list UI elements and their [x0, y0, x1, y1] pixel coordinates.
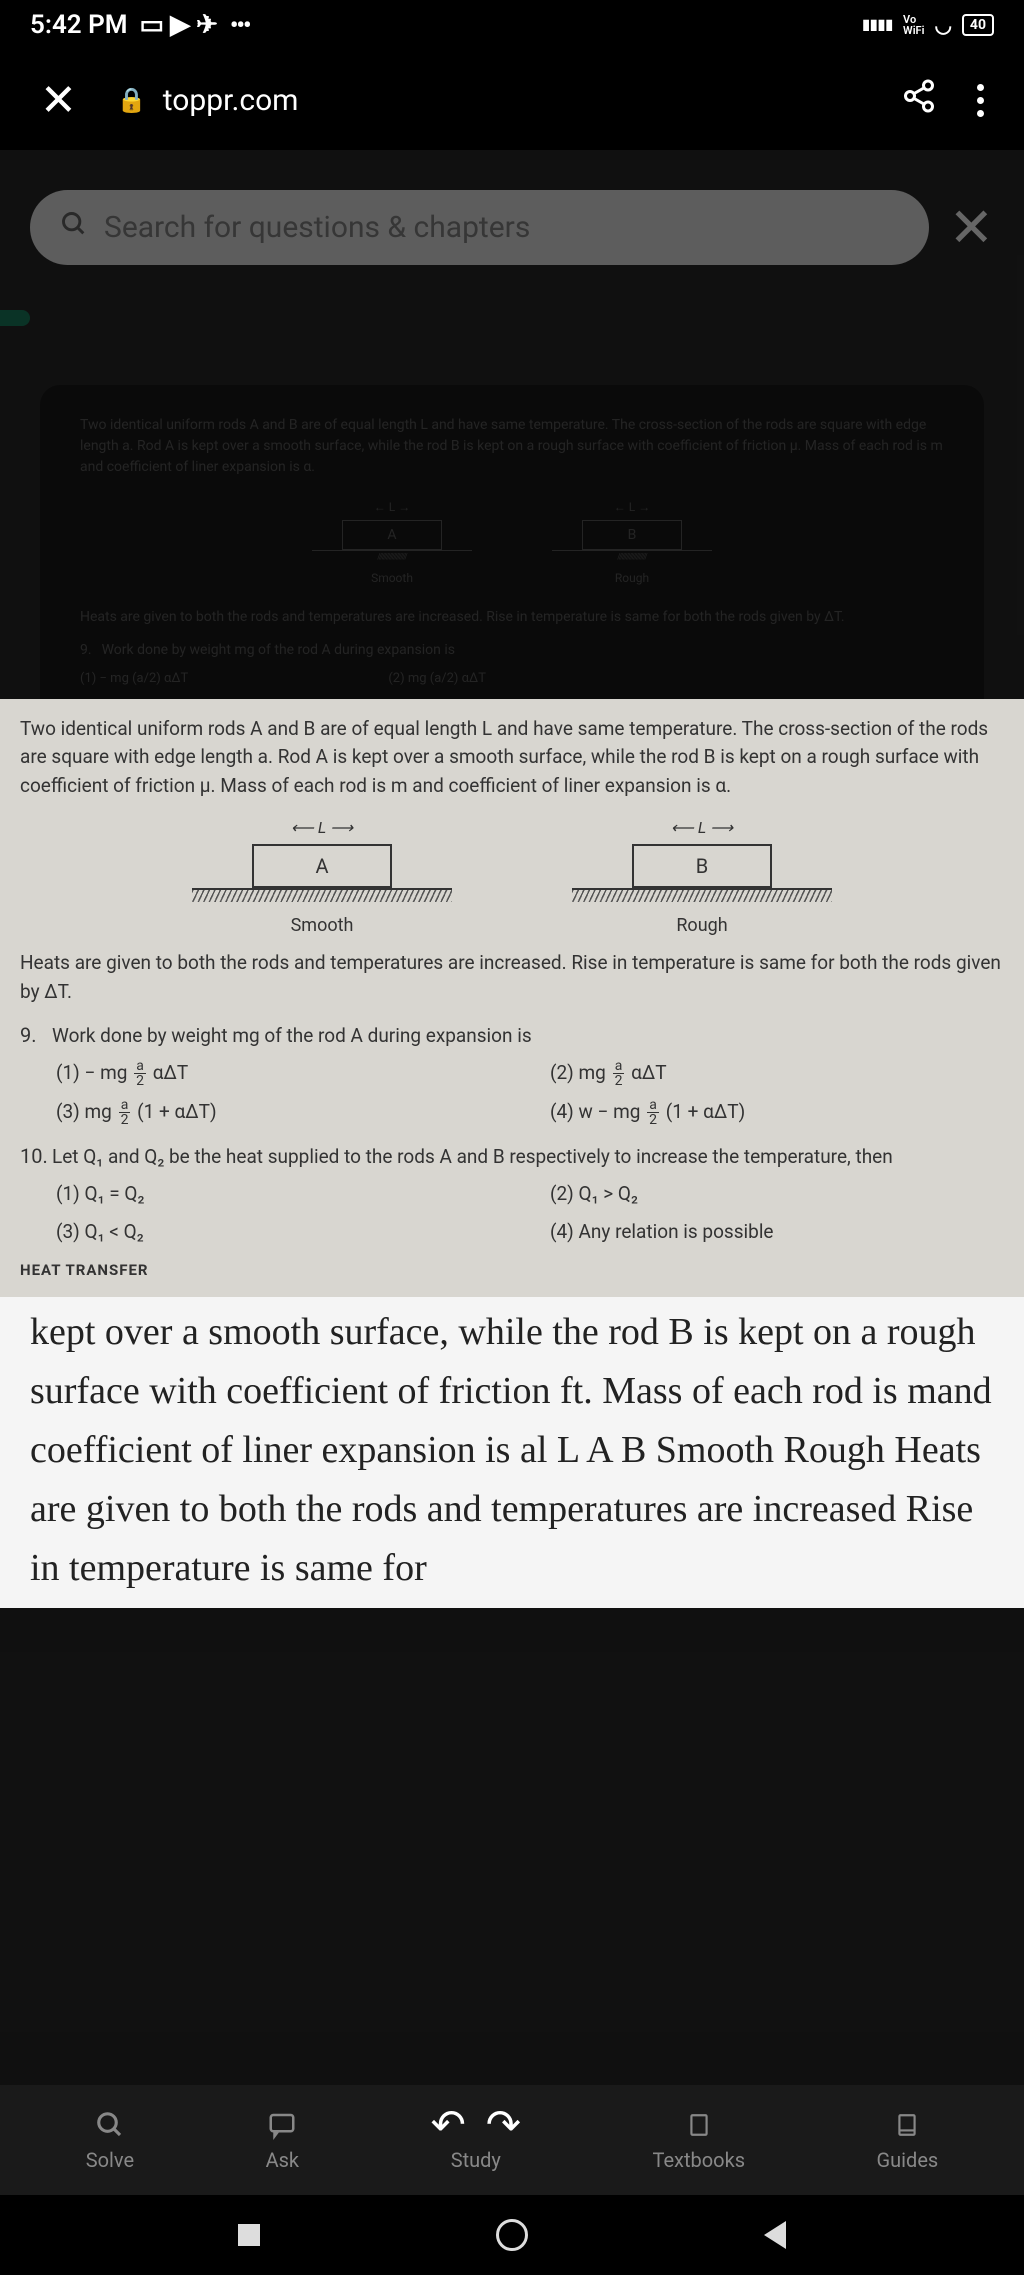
status-left: 5:42 PM ▭ ▶ ✈ •••: [30, 10, 249, 40]
search-icon: [60, 210, 88, 245]
nav-ask[interactable]: Ask: [266, 2108, 300, 2172]
q10-text: Let Q₁ and Q₂ be the heat supplied to th…: [52, 1143, 893, 1172]
close-search-button[interactable]: ✕: [949, 196, 994, 260]
dim-opt1: (1) − mg (a/2) αΔT: [80, 669, 188, 689]
q10-opt1: (1) Q₁ = Q₂: [56, 1180, 510, 1209]
status-bar: 5:42 PM ▭ ▶ ✈ ••• ▮▮▮▮ Vo WiFi ◡ 40: [0, 0, 1024, 50]
more-icon: •••: [230, 11, 250, 39]
bottom-nav: Solve Ask ↶ ↷ Study Textbooks Guides: [0, 2085, 1024, 2195]
dim-q9: Work done by weight mg of the rod A duri…: [102, 640, 455, 661]
redo-icon: ↷: [486, 2100, 521, 2150]
q9-text: Work done by weight mg of the rod A duri…: [52, 1022, 532, 1051]
nav-study[interactable]: ↶ ↷ Study: [431, 2108, 521, 2172]
content-area: Search for questions & chapters ✕ Two id…: [0, 150, 1024, 2085]
ocr-text: kept over a smooth surface, while the ro…: [0, 1297, 1024, 1607]
dim-heats: Heats are given to both the rods and tem…: [80, 607, 944, 628]
back-button[interactable]: [764, 2221, 786, 2249]
status-time: 5:42 PM: [30, 10, 128, 40]
search-input[interactable]: Search for questions & chapters: [30, 190, 929, 265]
bright-heats: Heats are given to both the rods and tem…: [20, 949, 1004, 1006]
q10-opt2: (2) Q₁ > Q₂: [550, 1180, 1004, 1209]
dimmed-question-card: Two identical uniform rods A and B are o…: [40, 385, 984, 699]
nav-textbooks[interactable]: Textbooks: [652, 2108, 745, 2172]
dim-rough-label: Rough: [552, 569, 712, 587]
search-section: Search for questions & chapters ✕: [0, 150, 1024, 305]
heat-transfer-heading: HEAT TRANSFER: [20, 1259, 1004, 1282]
browser-bar: ✕ 🔒 toppr.com: [0, 50, 1024, 150]
share-button[interactable]: [901, 78, 937, 123]
dim-rod-a: A: [342, 520, 442, 550]
play-icon: ▶: [170, 10, 190, 40]
url-text: toppr.com: [163, 83, 299, 118]
guide-icon: [894, 2108, 920, 2142]
wifi-icon: ◡: [934, 13, 951, 37]
send-icon: ✈: [196, 10, 218, 40]
q9-opt1: (1) − mg a2 αΔT: [56, 1059, 510, 1088]
book-icon: [686, 2108, 712, 2142]
status-right: ▮▮▮▮ Vo WiFi ◡ 40: [862, 13, 994, 37]
home-button[interactable]: [496, 2219, 528, 2251]
nav-guides[interactable]: Guides: [877, 2108, 939, 2172]
search-icon: [95, 2108, 125, 2142]
rough-label: Rough: [572, 912, 832, 939]
wifi-label: WiFi: [903, 25, 924, 36]
menu-button[interactable]: [977, 84, 984, 117]
dim-q9-num: 9.: [80, 640, 92, 661]
textbook-image: Two identical uniform rods A and B are o…: [0, 699, 1024, 1298]
rotate-icons: ↶ ↷: [431, 2108, 521, 2142]
bright-diagram: ⟵ L ⟶ A Smooth ⟵ L ⟶ B Rough: [20, 816, 1004, 939]
q10-num: 10.: [20, 1141, 52, 1171]
status-notif-icons: ▭ ▶ ✈: [140, 10, 218, 40]
chat-icon: [267, 2108, 297, 2142]
q9-num: 9.: [20, 1020, 52, 1050]
lock-icon: 🔒: [117, 86, 147, 114]
question-10: 10. Let Q₁ and Q₂ be the heat supplied t…: [20, 1141, 1004, 1247]
rod-b: B: [632, 844, 772, 888]
undo-icon: ↶: [431, 2100, 466, 2150]
search-placeholder: Search for questions & chapters: [104, 210, 530, 245]
nav-solve[interactable]: Solve: [86, 2108, 134, 2172]
q9-opt2: (2) mg a2 αΔT: [550, 1059, 1004, 1088]
smooth-label: Smooth: [192, 912, 452, 939]
dim-opt2: (2) mg (a/2) αΔT: [388, 669, 486, 689]
q10-opt4: (4) Any relation is possible: [550, 1218, 1004, 1247]
q9-opt3: (3) mg a2 (1 + αΔT): [56, 1098, 510, 1127]
bright-para: Two identical uniform rods A and B are o…: [20, 715, 1004, 801]
progress-pill: [0, 310, 30, 326]
question-9: 9. Work done by weight mg of the rod A d…: [20, 1020, 1004, 1127]
close-tab-button[interactable]: ✕: [40, 74, 77, 126]
dim-smooth-label: Smooth: [312, 569, 472, 587]
rod-a: A: [252, 844, 392, 888]
signal-icon: ▮▮▮▮: [862, 17, 893, 33]
system-nav: [0, 2195, 1024, 2275]
dim-rod-b: B: [582, 520, 682, 550]
recents-button[interactable]: [238, 2224, 260, 2246]
dim-para: Two identical uniform rods A and B are o…: [80, 415, 944, 478]
q9-opt4: (4) w − mg a2 (1 + αΔT): [550, 1098, 1004, 1127]
url-group[interactable]: 🔒 toppr.com: [117, 83, 299, 118]
q10-opt3: (3) Q₁ < Q₂: [56, 1218, 510, 1247]
dim-diagram: ← L → A //////////////////// Smooth ← L …: [80, 498, 944, 587]
message-icon: ▭: [140, 10, 165, 40]
battery-level: 40: [962, 14, 994, 36]
